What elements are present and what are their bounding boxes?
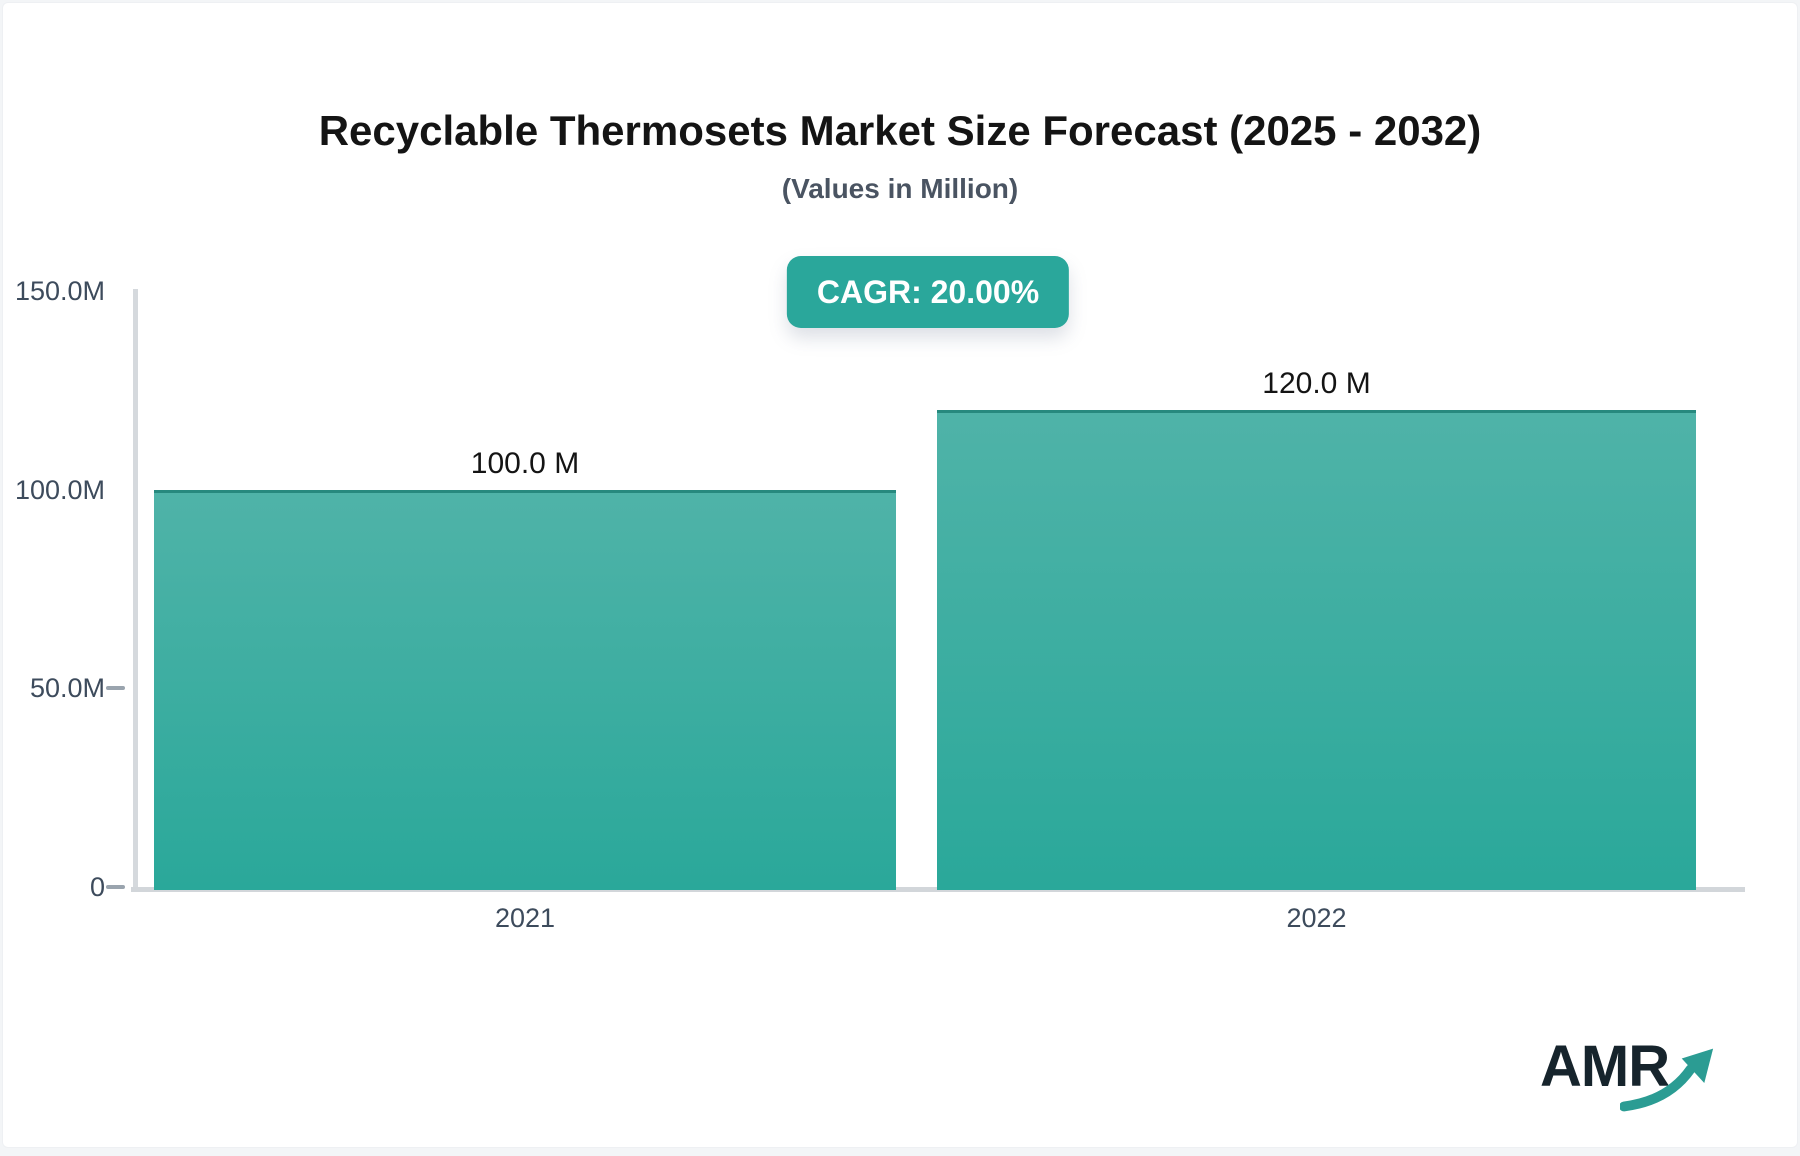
amr-logo-text: AMR bbox=[1540, 1034, 1670, 1099]
bar-chart-plot-area: 150.0M 100.0M 50.0M 0 100.0 M 2021 120.0 M 2022 bbox=[3, 3, 1797, 1147]
bar-2022 bbox=[937, 410, 1696, 890]
bar-2021 bbox=[154, 489, 896, 890]
y-tick-label: 50.0M bbox=[29, 673, 105, 704]
y-tick-label: 150.0M bbox=[14, 276, 105, 306]
y-tick-dash bbox=[106, 686, 125, 691]
y-tick-dash bbox=[106, 885, 125, 889]
y-tick-label: 100.0M bbox=[14, 474, 105, 505]
x-axis-label: 2021 bbox=[494, 903, 556, 933]
chart-title: Recyclable Thermosets Market Size Foreca… bbox=[318, 107, 1482, 154]
amr-logo: AMR bbox=[1540, 1033, 1730, 1113]
y-axis-line bbox=[133, 289, 138, 892]
y-tick-label: 0 bbox=[89, 872, 105, 902]
cagr-badge: CAGR: 20.00% bbox=[786, 256, 1070, 328]
growth-arrow-icon bbox=[1620, 1048, 1714, 1112]
bar-value-label: 100.0 M bbox=[470, 446, 580, 480]
chart-subtitle: (Values in Million) bbox=[781, 173, 1019, 204]
x-axis-label: 2022 bbox=[1286, 903, 1347, 933]
bar-value-label: 120.0 M bbox=[1262, 367, 1371, 401]
